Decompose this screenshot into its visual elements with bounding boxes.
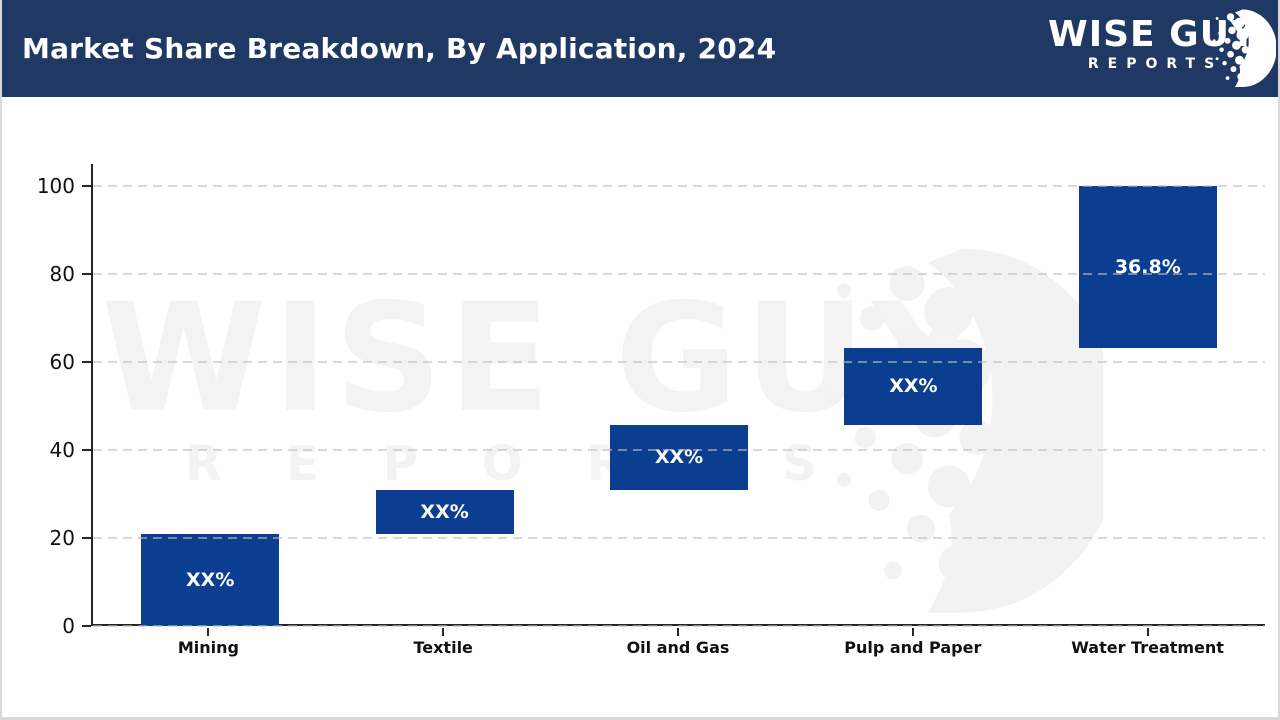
y-tick-label: 100 bbox=[36, 174, 75, 198]
head-profile-icon bbox=[1212, 9, 1276, 88]
y-tick-mark bbox=[82, 449, 91, 451]
brand-logo-reports: REPORTS bbox=[1087, 56, 1224, 72]
bar-value-label: XX% bbox=[654, 446, 704, 469]
x-tick-mark bbox=[207, 628, 210, 636]
bar-value-label: XX% bbox=[186, 569, 235, 592]
x-label-water-treatment: Water Treatment bbox=[1071, 638, 1224, 657]
y-tick-label: 60 bbox=[49, 350, 75, 374]
y-tick-label: 0 bbox=[62, 614, 75, 638]
y-tick-label: 20 bbox=[49, 526, 75, 550]
x-label-mining: Mining bbox=[177, 638, 239, 657]
y-tick-label: 80 bbox=[49, 262, 75, 286]
plot-area: WISE GUY REPORTS XX% bbox=[37, 164, 1265, 638]
bar-textile[interactable]: XX% bbox=[375, 489, 514, 535]
bar-value-label: XX% bbox=[889, 375, 938, 398]
y-tick-label: 40 bbox=[49, 438, 75, 462]
y-axis: 0 20 40 60 80 100 bbox=[37, 164, 1265, 638]
x-tick-mark bbox=[676, 628, 679, 636]
x-axis-labels: Mining Textile Oil and Gas Pulp and Pape… bbox=[91, 638, 1265, 657]
x-axis-ticks bbox=[91, 628, 1265, 636]
y-tick-mark bbox=[82, 625, 91, 627]
x-tick-mark bbox=[911, 628, 914, 636]
y-tick-mark bbox=[82, 185, 91, 187]
brand-logo: WISE GUY REPORTS bbox=[1008, 6, 1276, 92]
header-bar: Market Share Breakdown, By Application, … bbox=[2, 0, 1278, 97]
bar-pulp-and-paper[interactable]: XX% bbox=[844, 347, 983, 425]
bar-value-label: XX% bbox=[420, 501, 469, 524]
x-label-textile: Textile bbox=[413, 638, 473, 657]
x-tick-mark bbox=[1146, 628, 1149, 636]
bar-mining[interactable]: XX% bbox=[141, 534, 280, 626]
bar-value-label: 36.8% bbox=[1114, 255, 1181, 278]
x-tick-mark bbox=[442, 628, 445, 636]
x-label-pulp-and-paper: Pulp and Paper bbox=[844, 638, 982, 657]
x-label-oil-and-gas: Oil and Gas bbox=[626, 638, 730, 657]
chart-title: Market Share Breakdown, By Application, … bbox=[22, 32, 777, 65]
y-tick-mark bbox=[82, 537, 91, 539]
bar-oil-and-gas[interactable]: XX% bbox=[610, 424, 748, 490]
watermark-wiseguy: WISE GUY bbox=[101, 272, 987, 446]
bars-layer: XX% XX% XX% XX% 36.8% bbox=[93, 164, 1265, 626]
y-tick-mark bbox=[82, 361, 91, 363]
bar-water-treatment[interactable]: 36.8% bbox=[1078, 186, 1217, 348]
y-tick-mark bbox=[82, 273, 91, 275]
